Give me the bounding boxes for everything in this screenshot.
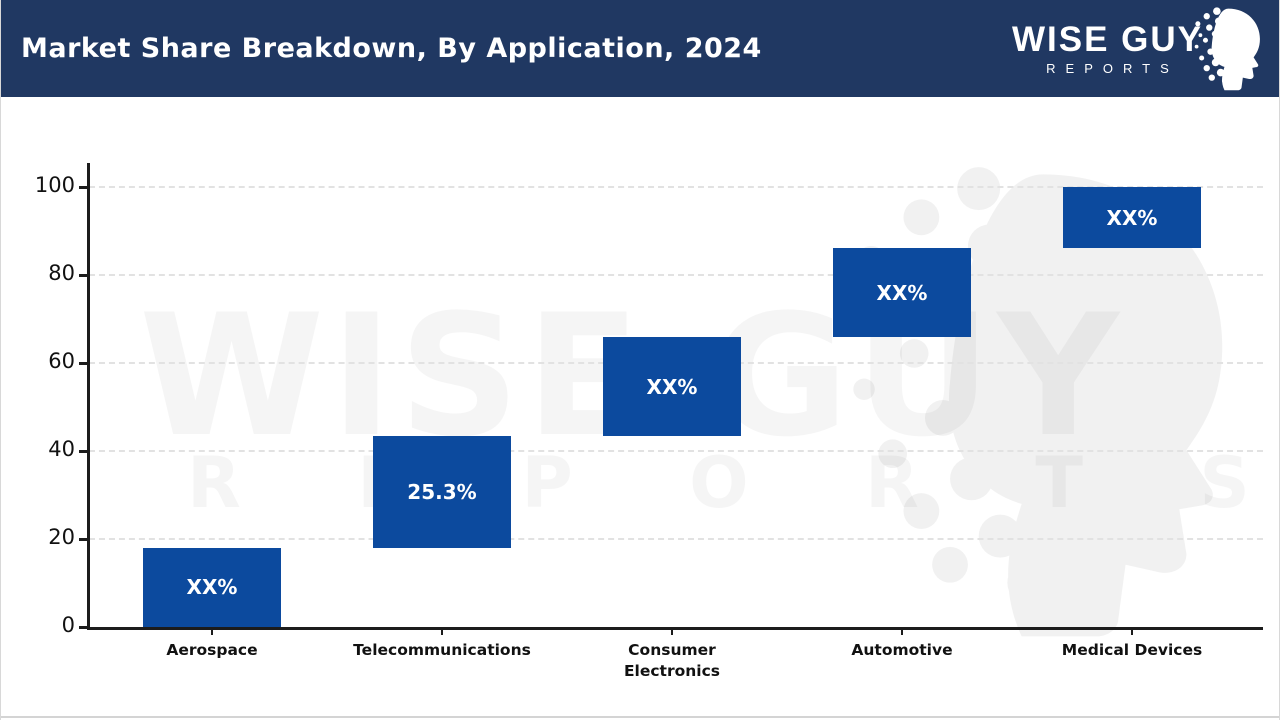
logo-reports-label: REPORTS: [1046, 60, 1179, 76]
bar-automotive: XX%: [833, 248, 971, 338]
x-tick-label-medical-devices: Medical Devices: [1061, 641, 1203, 659]
bar-value-label: XX%: [1106, 205, 1158, 230]
bar-value-label: 25.3%: [407, 480, 477, 505]
bar-value-label: XX%: [876, 280, 928, 305]
bar-consumer-electronics: XX%: [603, 337, 741, 437]
logo-wiseguy-label: WISE GUY: [1011, 19, 1203, 59]
x-tickmark-4: [1130, 627, 1134, 635]
logo-text: WISE GUY REPORTS: [1012, 22, 1203, 76]
logo-head-icon: [1194, 7, 1260, 91]
y-tickmark-20: [79, 538, 88, 541]
x-tick-label-automotive: Automotive: [851, 641, 953, 659]
y-tickmark-40: [79, 450, 88, 453]
x-tickmark-2: [670, 627, 674, 635]
x-tickmark-1: [440, 627, 444, 635]
y-tickmark-80: [79, 274, 88, 277]
bar-aerospace: XX%: [143, 547, 281, 627]
wise-guy-reports-logo: WISE GUY REPORTS: [1012, 6, 1265, 91]
y-tick-label-0: 0: [61, 613, 75, 637]
y-axis-line: [87, 163, 90, 629]
y-tick-label-80: 80: [48, 261, 75, 285]
bar-medical-devices: XX%: [1063, 187, 1201, 249]
x-tick-label-aerospace: Aerospace: [166, 641, 258, 659]
bar-value-label: XX%: [646, 374, 698, 399]
y-tickmark-0: [79, 626, 88, 629]
y-tick-label-60: 60: [48, 349, 75, 373]
x-axis-line: [87, 626, 1263, 630]
y-tick-label-100: 100: [34, 173, 75, 197]
y-tickmark-60: [79, 362, 88, 365]
x-tick-label-consumer-electronics: Consumer Electronics: [623, 641, 721, 680]
gridline-80: [89, 274, 1263, 276]
chart-title: Market Share Breakdown, By Application, …: [21, 33, 762, 64]
y-tick-label-40: 40: [48, 437, 75, 461]
gridline-20: [89, 538, 1263, 540]
bottom-divider: [1, 716, 1279, 718]
watermark-reports-text: R E P O R T S: [187, 448, 1279, 518]
header-bar: Market Share Breakdown, By Application, …: [1, 0, 1279, 97]
bar-value-label: XX%: [186, 575, 238, 600]
x-tick-label-telecommunications: Telecommunications: [353, 641, 531, 659]
watermark-head-icon: [853, 167, 1223, 637]
x-tickmark-0: [210, 627, 214, 635]
bar-telecommunications: 25.3%: [373, 436, 511, 548]
y-tick-label-20: 20: [48, 525, 75, 549]
y-tickmark-100: [79, 186, 88, 189]
x-tickmark-3: [900, 627, 904, 635]
gridline-100: [89, 186, 1263, 188]
gridline-40: [89, 450, 1263, 452]
